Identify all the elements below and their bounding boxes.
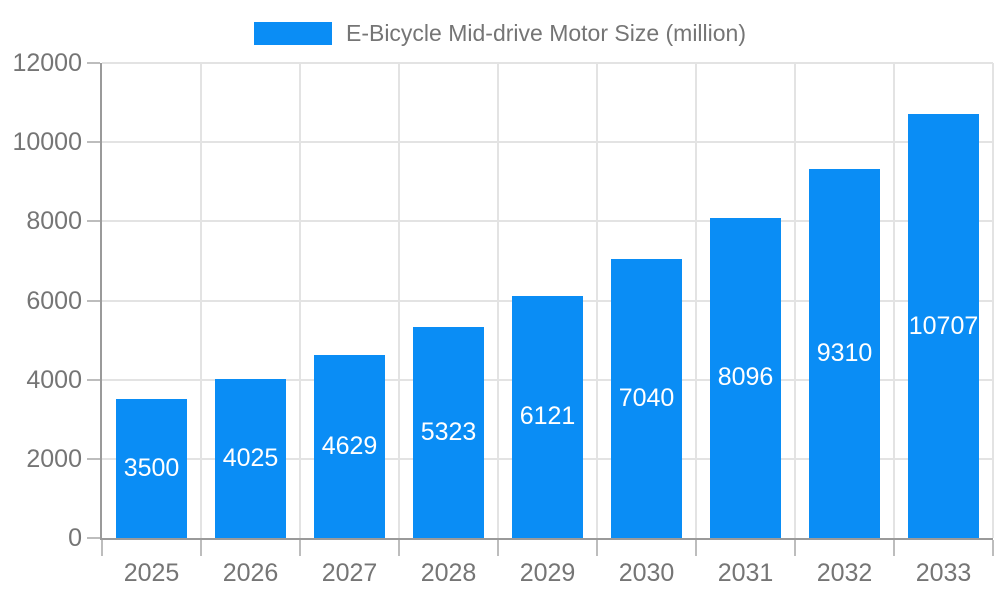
- y-axis-tick: [87, 537, 100, 539]
- bar-value-label: 5323: [420, 418, 477, 447]
- bar: 9310: [809, 169, 880, 538]
- y-axis-tick-label: 12000: [12, 49, 82, 77]
- y-axis-tick: [87, 299, 100, 302]
- bar-value-label: 9310: [816, 339, 873, 368]
- x-axis-tick: [695, 540, 697, 556]
- bar: 5323: [413, 327, 484, 538]
- bar: 6121: [512, 295, 583, 538]
- x-axis-tick: [101, 540, 103, 556]
- bar-value-label: 4629: [321, 431, 378, 460]
- bar-value-label: 10707: [908, 311, 979, 340]
- x-axis-tick: [299, 540, 301, 556]
- vertical-gridline: [398, 63, 400, 538]
- vertical-gridline: [992, 63, 994, 538]
- x-axis-tick: [596, 540, 598, 556]
- bar: 7040: [611, 259, 682, 538]
- y-axis-tick: [87, 378, 100, 381]
- x-axis-tick: [992, 540, 994, 556]
- x-axis-tick-label: 2030: [618, 559, 675, 587]
- vertical-gridline: [596, 63, 598, 538]
- bar: 10707: [908, 114, 979, 538]
- vertical-gridline: [695, 63, 697, 538]
- x-axis-tick-label: 2028: [420, 559, 477, 587]
- bar-value-label: 3500: [123, 454, 180, 483]
- vertical-gridline: [299, 63, 301, 538]
- x-axis-line: [100, 538, 993, 540]
- horizontal-gridline: [102, 220, 993, 223]
- y-axis-tick: [87, 457, 100, 460]
- x-axis-tick-label: 2029: [519, 559, 576, 587]
- x-axis-tick-label: 2032: [816, 559, 873, 587]
- x-axis-tick-label: 2033: [915, 559, 972, 587]
- bar-value-label: 8096: [717, 363, 774, 392]
- legend: E-Bicycle Mid-drive Motor Size (million): [0, 22, 1000, 45]
- x-axis-tick-label: 2026: [222, 559, 279, 587]
- bar-value-label: 6121: [519, 402, 576, 431]
- bar: 3500: [116, 399, 187, 538]
- bar: 4629: [314, 354, 385, 538]
- y-axis-tick-label: 0: [68, 524, 82, 552]
- x-axis-tick-label: 2027: [321, 559, 378, 587]
- y-axis-line: [100, 63, 102, 540]
- x-axis-tick: [200, 540, 202, 556]
- x-axis-tick: [398, 540, 400, 556]
- bar: 8096: [710, 217, 781, 538]
- horizontal-gridline: [102, 62, 993, 64]
- x-axis-tick: [497, 540, 499, 556]
- legend-label: E-Bicycle Mid-drive Motor Size (million): [345, 20, 747, 46]
- x-axis-tick: [794, 540, 796, 556]
- bar: 4025: [215, 378, 286, 538]
- vertical-gridline: [893, 63, 895, 538]
- y-axis-tick: [87, 62, 100, 64]
- bar-value-label: 4025: [222, 443, 279, 472]
- x-axis-tick-label: 2031: [717, 559, 774, 587]
- y-axis-tick-label: 6000: [26, 286, 82, 315]
- y-axis-tick-label: 10000: [12, 128, 82, 157]
- vertical-gridline: [200, 63, 202, 538]
- y-axis-tick-label: 2000: [26, 444, 82, 473]
- y-axis-tick-label: 8000: [26, 207, 82, 236]
- vertical-gridline: [497, 63, 499, 538]
- y-axis-tick: [87, 141, 100, 144]
- x-axis-tick: [893, 540, 895, 556]
- x-axis-tick-label: 2025: [123, 559, 180, 587]
- horizontal-gridline: [102, 141, 993, 144]
- legend-swatch: [253, 22, 332, 45]
- vertical-gridline: [794, 63, 796, 538]
- y-axis-tick-label: 4000: [26, 365, 82, 394]
- y-axis-tick: [87, 220, 100, 223]
- bar-value-label: 7040: [618, 384, 675, 413]
